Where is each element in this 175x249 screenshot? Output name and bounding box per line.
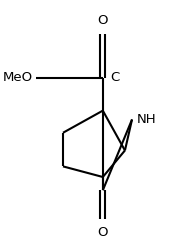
Text: MeO: MeO: [3, 71, 33, 84]
Text: O: O: [98, 226, 108, 239]
Text: NH: NH: [136, 113, 156, 126]
Text: C: C: [110, 71, 119, 84]
Text: O: O: [98, 14, 108, 27]
